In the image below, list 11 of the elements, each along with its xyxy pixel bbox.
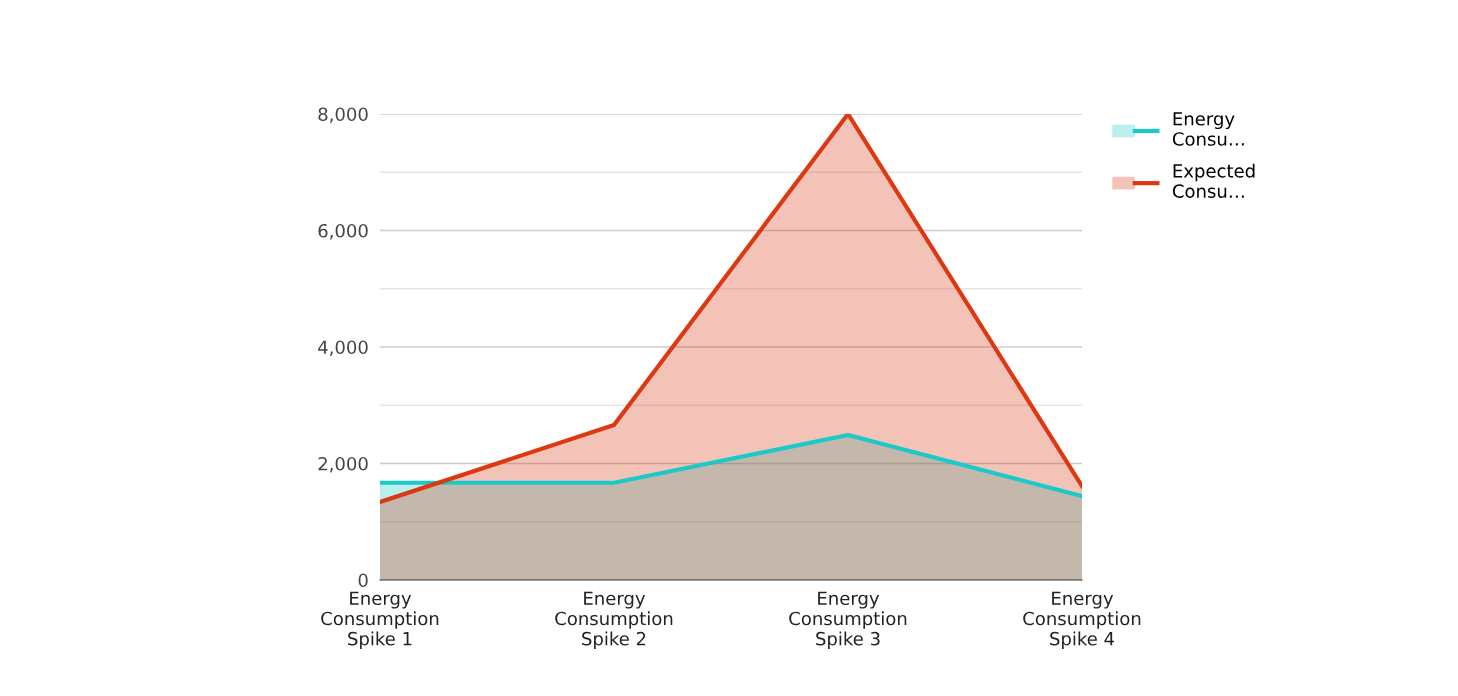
y-tick-label: 8,000 (318, 107, 368, 123)
y-tick-label: 6,000 (318, 223, 368, 240)
x-tick-label: Energy Consumption Spike 1 (321, 591, 439, 650)
x-tick-label: Energy Consumption Spike 2 (555, 591, 673, 650)
y-tick-label: 0 (358, 573, 368, 588)
legend-label: Expected Consu… (1172, 163, 1255, 198)
y-tick-label: 4,000 (318, 340, 368, 356)
x-tick-label: Energy Consumption Spike 4 (1023, 591, 1141, 650)
legend-label: Energy Consu… (1172, 112, 1244, 146)
x-tick-label: Energy Consumption Spike 3 (789, 591, 907, 650)
y-tick-label: 2,000 (318, 456, 368, 473)
